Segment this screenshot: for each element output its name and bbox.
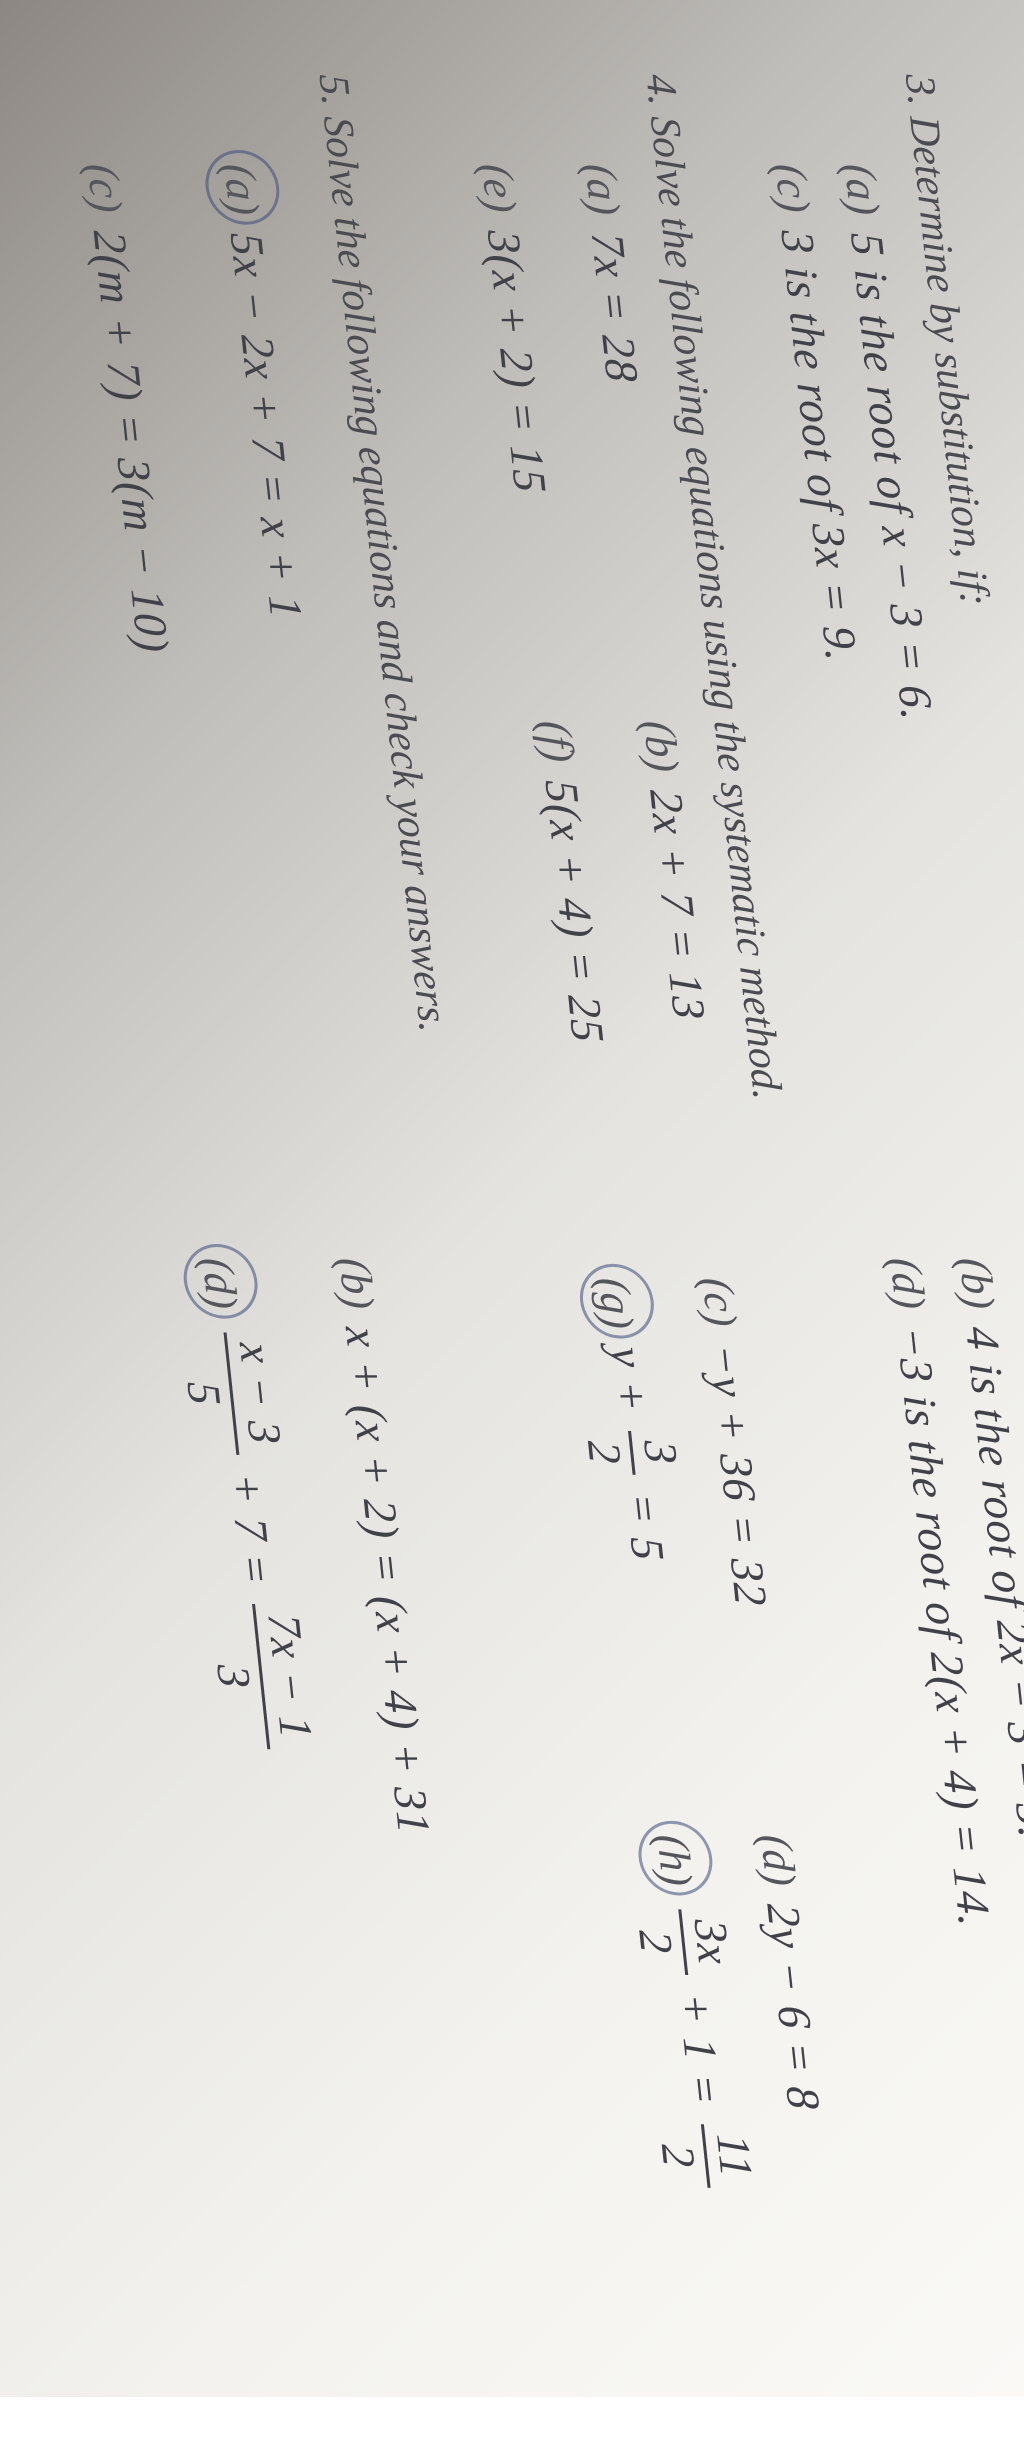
q4-h-num2: 11 (701, 2124, 761, 2188)
q4-g-den: 2 (579, 1441, 632, 1465)
page-content: 3. Determine by substitution, if: (a) 5 … (17, 74, 1024, 2461)
q5-b-eq: x + (x + 2) = (x + 4) + 31 (335, 1327, 442, 1835)
q4-h-eq: 3x 2 + 1 = 11 2 (628, 1904, 763, 2195)
label-b: (b) (633, 721, 690, 772)
q4-c-eq: −y + 36 = 32 (697, 1344, 778, 1606)
q4-h-frac2: 11 2 (651, 2124, 762, 2188)
q5-d-frac1: x − 3 5 (173, 1333, 290, 1455)
q4-f-eq: 5(x + 4) = 25 (535, 780, 616, 1043)
q4-g-eq: y + 3 2 = 5 (569, 1347, 696, 1561)
label-e: (e) (471, 164, 527, 213)
q5-d-mid: + 7 = (220, 1473, 283, 1585)
label-a: (a) (834, 164, 891, 215)
label-a-circled: (a) (214, 164, 271, 215)
q4-h-den1: 2 (630, 1930, 683, 1954)
q5-a-eq: 5x − 2x + 7 = x + 1 (220, 233, 314, 619)
q4-e-eq: 3(x + 2) = 15 (477, 230, 558, 493)
label-c: (c) (764, 164, 820, 213)
q4-g-frac: 3 2 (578, 1431, 687, 1475)
q4-h-mid: + 1 = (668, 1993, 731, 2105)
q5-d-den2: 3 (208, 1665, 261, 1689)
textbook-page-photo: 3. Determine by substitution, if: (a) 5 … (0, 0, 1024, 2397)
q4-g-num: 3 (629, 1431, 687, 1475)
q4-g-tail: = 5 (616, 1493, 674, 1561)
label-d: (d) (879, 1258, 936, 1309)
label-b: (b) (329, 1258, 386, 1309)
label-g-circled: (g) (588, 1278, 645, 1329)
label-a: (a) (574, 164, 631, 215)
q5-d-frac2: 7x − 1 3 (202, 1604, 321, 1750)
label-d-circled: (d) (192, 1258, 249, 1309)
q4-h-num1: 3x (679, 1910, 739, 1975)
label-h-circled: (h) (647, 1835, 704, 1886)
q5-d-den1: 5 (179, 1382, 232, 1406)
q5-d-eq: x − 3 5 + 7 = 7x − 1 3 (173, 1327, 322, 1756)
q4-b-eq: 2x + 7 = 13 (639, 790, 716, 1020)
q4-a-eq: 7x = 28 (581, 233, 650, 383)
q5-c-eq: 2(m + 7) = 3(m − 10) (83, 230, 181, 653)
label-c: (c) (77, 164, 133, 213)
q4-h-frac1: 3x 2 (628, 1910, 739, 1975)
q4-d-eq: 2y − 6 = 8 (756, 1904, 831, 2110)
label-c: (c) (691, 1278, 747, 1327)
label-f: (f) (530, 721, 586, 762)
label-b: (b) (949, 1258, 1006, 1309)
q4-h-den2: 2 (653, 2144, 706, 2168)
q5-d-num1: x − 3 (224, 1333, 290, 1455)
label-d: (d) (750, 1835, 807, 1886)
q5-d-num2: 7x − 1 (253, 1604, 322, 1750)
q4-g-lead: y + (601, 1347, 659, 1413)
